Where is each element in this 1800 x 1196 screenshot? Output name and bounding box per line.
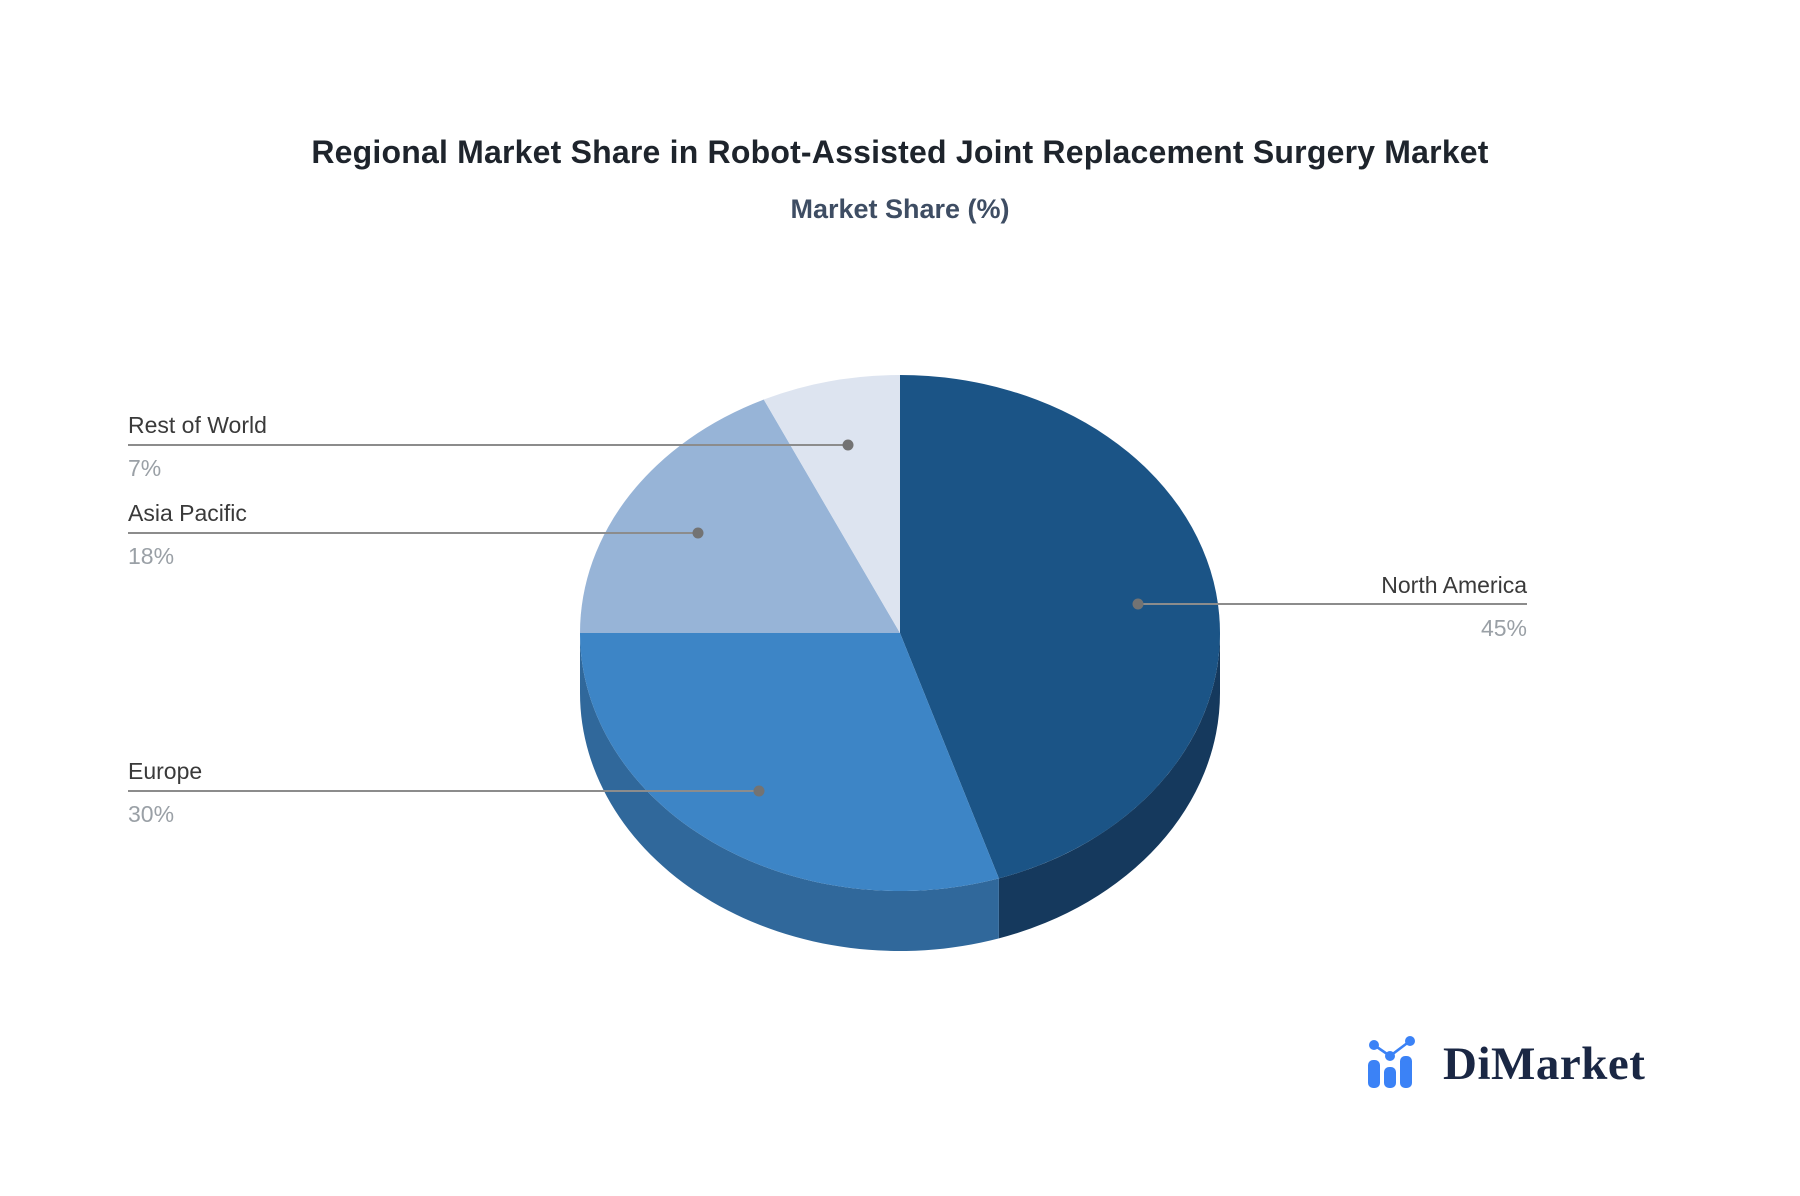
callout-asia-pacific: Asia Pacific 18% [128,498,247,571]
callout-dot-asia-pacific [692,527,704,539]
pie-slice-rest-of-world [763,375,900,633]
callout-lines [128,439,1527,797]
pie-slice-north-america [900,375,1221,879]
callout-dot-north-america [1132,598,1144,610]
chart-subtitle: Market Share (%) [790,194,1010,224]
chart-title: Regional Market Share in Robot-Assisted … [311,134,1489,170]
pie-slice-europe-side [580,633,999,952]
slice-percent: 18% [128,543,175,569]
pie-slice-asia-pacific [580,399,900,633]
pie-slice-europe [580,633,999,891]
callout-dot-rest-of-world [842,439,854,451]
slice-label: Europe [128,758,203,784]
callout-rest-of-world: Rest of World 7% [128,410,267,483]
pie-slices [580,375,1221,952]
pie-slice-north-america-side [998,633,1220,939]
callout-europe: Europe 30% [128,756,202,829]
bar-line-chart-icon [1368,1036,1415,1088]
callout-dot-europe [753,785,765,797]
callout-north-america: North America 45% [1381,570,1527,643]
slice-percent: 7% [128,455,162,481]
slice-label: North America [1381,572,1527,598]
slice-percent: 30% [128,801,175,827]
logo-text: DiMarket [1443,1038,1646,1090]
slice-label: Rest of World [128,412,267,438]
dimarket-logo: DiMarket [1368,1036,1645,1092]
slice-percent: 45% [1480,615,1527,641]
slice-label: Asia Pacific [128,500,247,526]
